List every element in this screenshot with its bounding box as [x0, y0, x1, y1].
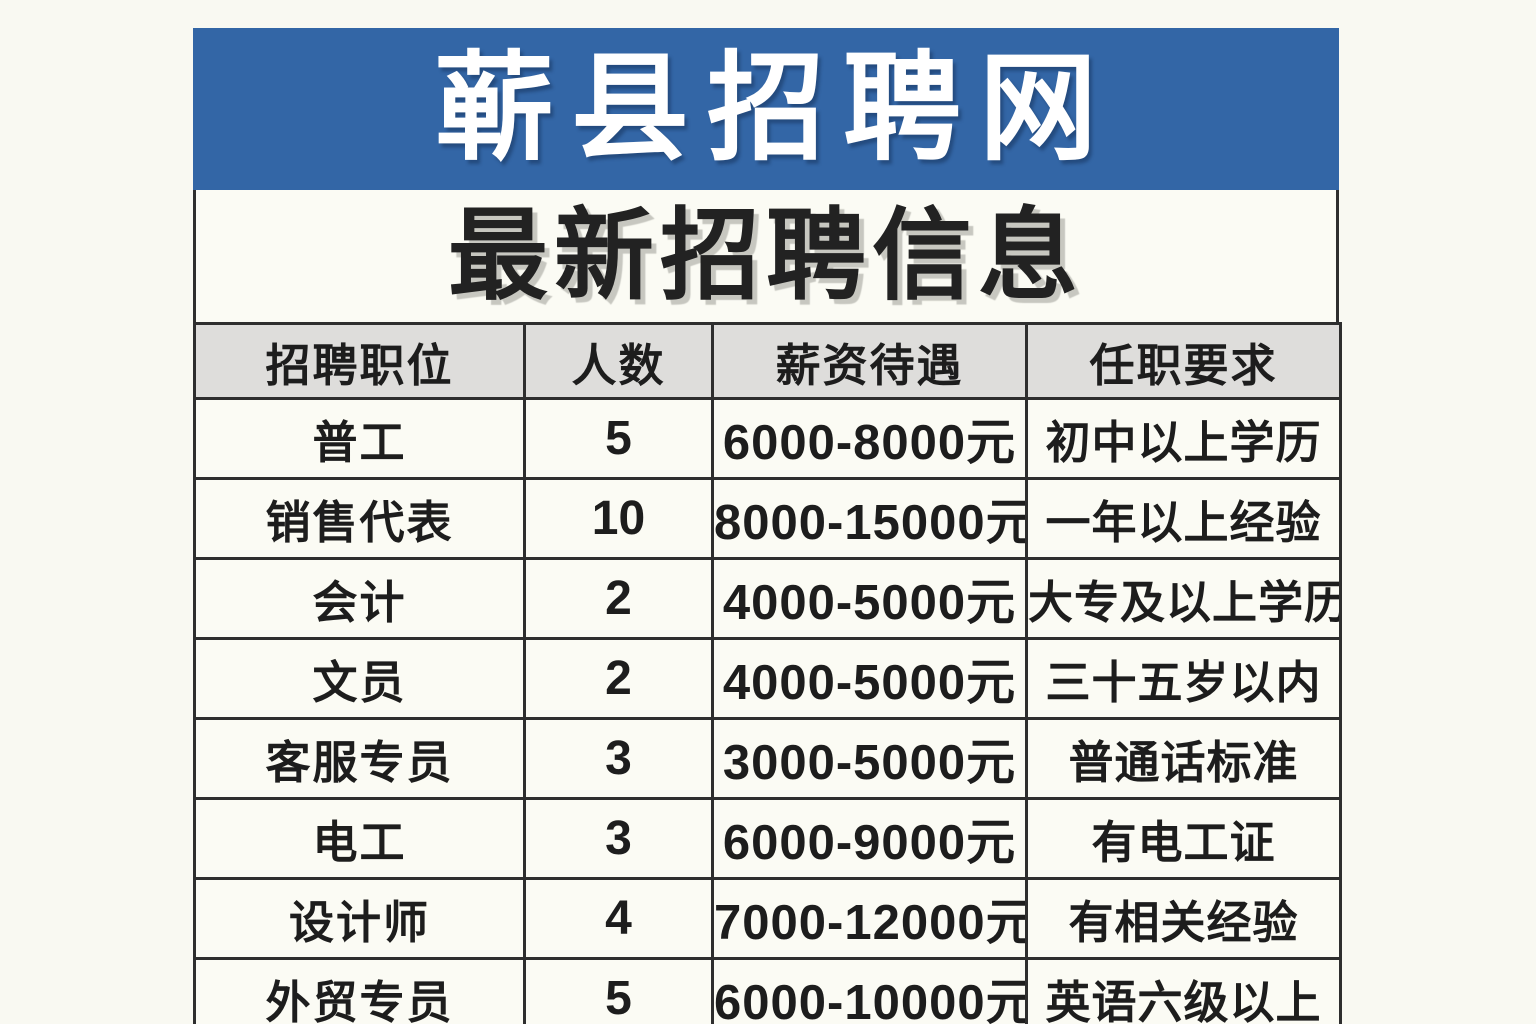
- cell-salary: 8000-15000元: [711, 477, 1028, 560]
- cell-position: 外贸专员: [193, 957, 526, 1024]
- cell-salary: 7000-12000元: [711, 877, 1028, 960]
- cell-count: 2: [523, 637, 714, 720]
- poster-subtitle: 最新招聘信息: [448, 200, 1084, 312]
- cell-salary: 4000-5000元: [711, 637, 1028, 720]
- table-row: 文员 2 4000-5000元 三十五岁以内: [193, 637, 1342, 720]
- banner: 蕲县招聘网: [193, 28, 1339, 190]
- table-row: 客服专员 3 3000-5000元 普通话标准: [193, 717, 1342, 800]
- cell-requirement: 普通话标准: [1025, 717, 1342, 800]
- cell-salary: 4000-5000元: [711, 557, 1028, 640]
- cell-requirement: 初中以上学历: [1025, 397, 1342, 480]
- cell-requirement: 大专及以上学历: [1025, 557, 1342, 640]
- header-count: 人数: [523, 322, 714, 400]
- cell-requirement: 有相关经验: [1025, 877, 1342, 960]
- recruitment-poster: 蕲县招聘网 最新招聘信息 招聘职位 人数 薪资待遇 任职要求 普工 5: [193, 28, 1342, 1024]
- table-row: 普工 5 6000-8000元 初中以上学历: [193, 397, 1342, 480]
- cell-requirement: 一年以上经验: [1025, 477, 1342, 560]
- table-row: 设计师 4 7000-12000元 有相关经验: [193, 877, 1342, 960]
- table-header-row: 招聘职位 人数 薪资待遇 任职要求: [193, 322, 1342, 400]
- cell-count: 5: [523, 957, 714, 1024]
- cell-position: 客服专员: [193, 717, 526, 800]
- cell-count: 5: [523, 397, 714, 480]
- cell-count: 3: [523, 717, 714, 800]
- cell-requirement: 英语六级以上: [1025, 957, 1342, 1024]
- header-position: 招聘职位: [193, 322, 526, 400]
- cell-position: 电工: [193, 797, 526, 880]
- cell-salary: 6000-9000元: [711, 797, 1028, 880]
- cell-count: 3: [523, 797, 714, 880]
- table-row: 电工 3 6000-9000元 有电工证: [193, 797, 1342, 880]
- cell-count: 4: [523, 877, 714, 960]
- cell-requirement: 三十五岁以内: [1025, 637, 1342, 720]
- cell-position: 文员: [193, 637, 526, 720]
- cell-position: 设计师: [193, 877, 526, 960]
- header-salary: 薪资待遇: [711, 322, 1028, 400]
- jobs-table: 招聘职位 人数 薪资待遇 任职要求 普工 5 6000-8000元 初中以上学历…: [193, 322, 1342, 1024]
- cell-salary: 3000-5000元: [711, 717, 1028, 800]
- cell-count: 2: [523, 557, 714, 640]
- header-requirement: 任职要求: [1025, 322, 1342, 400]
- table-row: 外贸专员 5 6000-10000元 英语六级以上: [193, 957, 1342, 1024]
- cell-position: 销售代表: [193, 477, 526, 560]
- table-row: 销售代表 10 8000-15000元 一年以上经验: [193, 477, 1342, 560]
- cell-position: 会计: [193, 557, 526, 640]
- cell-count: 10: [523, 477, 714, 560]
- cell-salary: 6000-10000元: [711, 957, 1028, 1024]
- cell-requirement: 有电工证: [1025, 797, 1342, 880]
- table-row: 会计 2 4000-5000元 大专及以上学历: [193, 557, 1342, 640]
- cell-position: 普工: [193, 397, 526, 480]
- subtitle-box: 最新招聘信息: [193, 190, 1339, 322]
- cell-salary: 6000-8000元: [711, 397, 1028, 480]
- site-title: 蕲县招聘网: [434, 43, 1115, 175]
